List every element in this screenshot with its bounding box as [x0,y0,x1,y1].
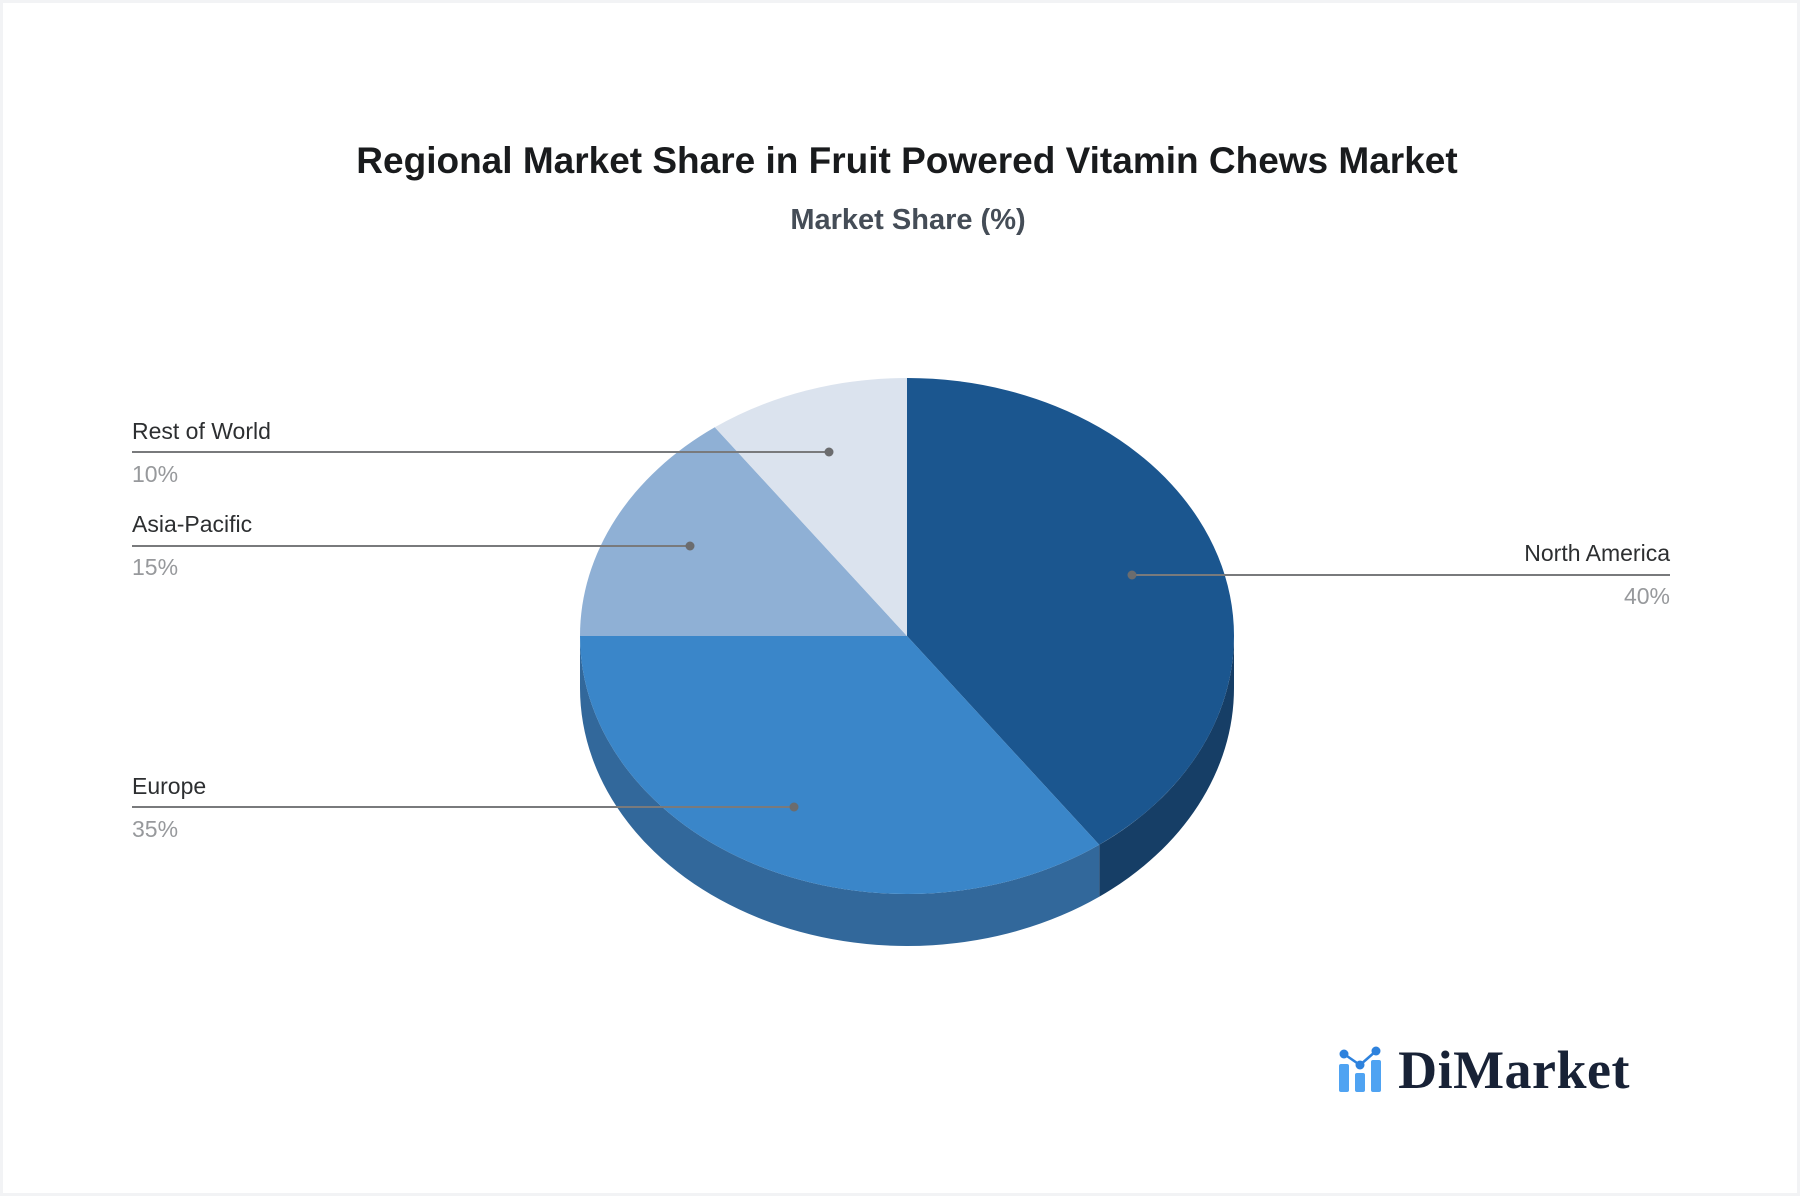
brand-logo: DiMarket [1338,1038,1630,1097]
slice-label-name: North America [1524,540,1670,566]
slice-label-europe: Europe 35% [132,773,206,842]
callout-dot-asia-pacific [685,541,695,551]
pie-slice-side-north-america [1099,636,1234,897]
pie-slice-asia-pacific [580,427,907,636]
brand-icon-dot [1355,1060,1365,1070]
brand-icon-bar [1339,1064,1350,1092]
pie-slice-rest-of-world [714,378,907,636]
callout-dot-europe [789,802,799,812]
brand-icon-dot [1371,1046,1381,1056]
brand-name: DiMarket [1398,1040,1630,1100]
pie-slice-north-america [907,378,1235,845]
slice-label-name: Europe [132,773,207,799]
pie-3d-side [579,636,1234,947]
brand-icon-dot [1339,1049,1349,1059]
slice-label-asia-pacific: Asia-Pacific 15% [132,511,252,580]
slice-label-rest-of-world: Rest of World 10% [132,418,271,487]
slice-label-north-america: North America 40% [1524,540,1670,609]
chart-title: Regional Market Share in Fruit Powered V… [356,140,1458,181]
callout-dot-north-america [1127,570,1137,580]
pie-slice-side-europe [579,636,1100,947]
slice-label-name: Asia-Pacific [132,511,253,537]
callout-lines [132,447,1670,812]
brand-icon-bar [1355,1073,1366,1092]
chart-subtitle: Market Share (%) [790,204,1026,236]
pie-top-faces [579,378,1235,895]
slice-label-value: 35% [132,816,179,842]
pie-slice-europe [579,636,1100,895]
mini-bar-line-chart-icon [1339,1046,1382,1092]
slice-label-value: 15% [132,554,179,580]
slice-label-value: 40% [1623,583,1670,609]
slice-label-value: 10% [132,461,179,487]
brand-icon-bar [1371,1060,1382,1092]
callout-dot-rest-of-world [824,447,834,457]
slice-label-name: Rest of World [132,418,271,444]
